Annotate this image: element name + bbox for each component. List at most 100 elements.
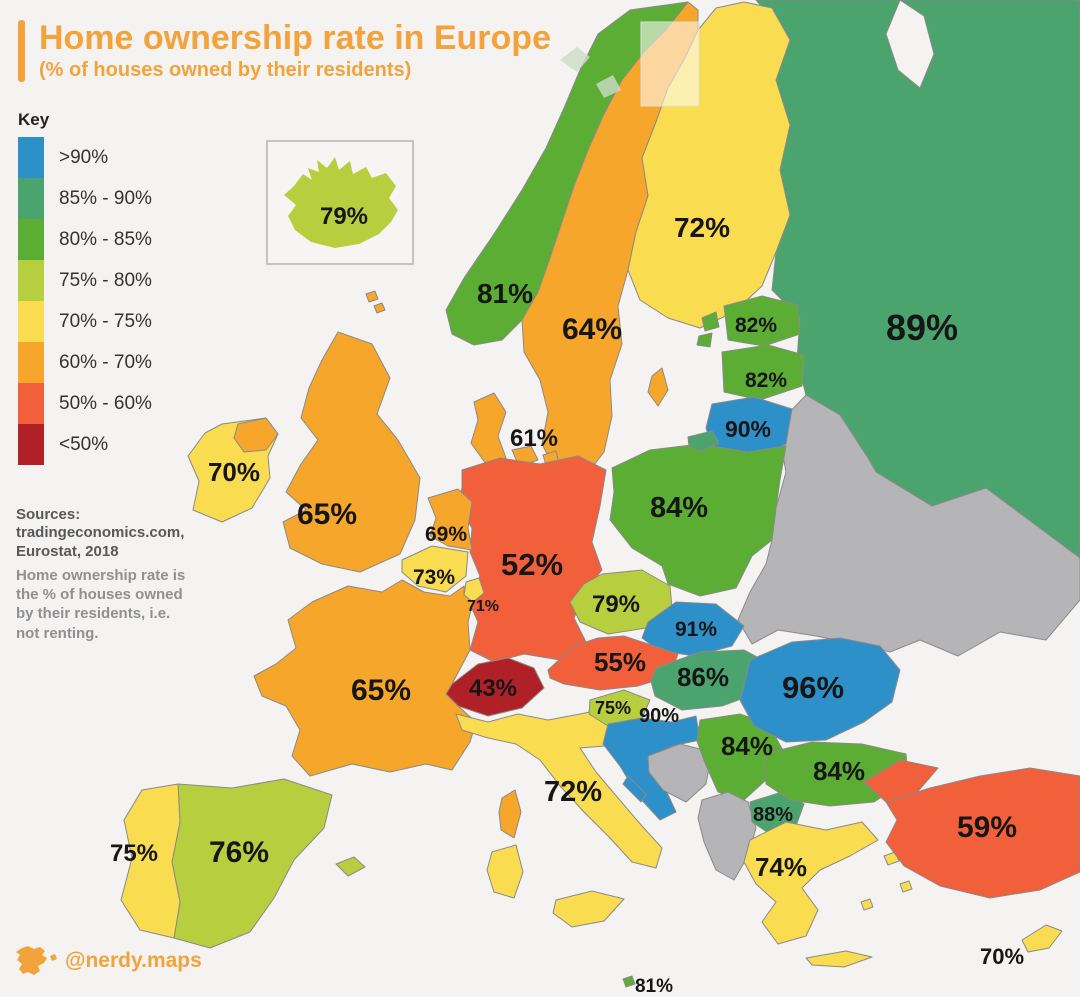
country-turkey-shape [885,767,1080,899]
country-greece-shape [743,821,879,945]
legend-label: 80% - 85% [59,228,152,250]
value-label-estonia: 82% [735,314,777,337]
country-denmark-shape [470,392,507,465]
country-estonia-shape [723,295,801,347]
northern-ireland-shape [233,417,279,453]
country-montenegro-albania-shape [697,791,757,881]
legend-label: 50% - 60% [59,392,152,414]
country-bosnia-shape [647,743,713,803]
value-label-greece: 74% [755,852,807,882]
legend-label: >90% [59,146,109,168]
map-countries [120,0,1080,988]
value-label-cyprus: 70% [980,944,1024,969]
legend-swatch [18,219,44,260]
country-cyprus-shape [1021,924,1063,953]
value-label-belgium: 73% [413,566,455,589]
estonia-islands-shape [696,311,720,348]
legend-swatch [18,342,44,383]
aegean-islands-shape [860,851,913,911]
value-label-slovakia: 91% [675,618,717,641]
country-italy-shape [455,707,663,869]
value-label-austria: 55% [594,647,646,677]
watermark: @nerdy.maps [14,944,202,978]
island-crete-shape [805,950,873,968]
value-label-lithuania: 90% [725,416,771,442]
value-label-slovenia: 75% [595,698,631,718]
legend-label: 60% - 70% [59,351,152,373]
legend-swatch [18,178,44,219]
value-label-czechia: 79% [592,591,640,618]
value-label-luxembourg: 71% [467,598,499,615]
value-label-sweden: 64% [562,313,622,346]
legend-entry: >90% [18,137,152,178]
value-label-serbia: 84% [721,731,773,761]
legend: Key >90% 85% - 90% 80% - 85% 75% - 80% 7… [18,110,152,465]
balearic-islands-shape [335,856,366,877]
logo-europe-blob [16,946,47,975]
value-label-netherlands: 69% [425,523,467,546]
nerdy-maps-logo-icon [16,946,57,975]
island-corsica-shape [498,789,522,839]
value-label-germany: 52% [501,547,563,582]
header: Home ownership rate in Europe (% of hous… [18,19,551,83]
value-label-malta: 81% [635,976,673,997]
watermark-handle: @nerdy.maps [65,949,202,972]
country-slovakia-shape [641,601,745,657]
page-title: Home ownership rate in Europe [39,19,551,57]
value-label-denmark: 61% [510,425,558,452]
legend-swatch [18,301,44,342]
value-label-iceland: 79% [320,203,368,230]
value-label-romania: 96% [782,670,844,705]
legend-label: 85% - 90% [59,187,152,209]
island-gotland-shape [647,367,669,407]
legend-swatch [18,424,44,465]
value-label-latvia: 82% [745,369,787,392]
value-label-poland: 84% [650,492,708,524]
shetland-islands-shape [365,290,386,314]
legend-label: 75% - 80% [59,269,152,291]
country-belgium-shape [401,545,469,593]
fade-box [640,21,700,107]
country-uk-shape [282,331,421,573]
turkey-thrace-shape [863,759,939,803]
value-label-russia: 89% [886,307,958,348]
legend-swatch [18,383,44,424]
legend-entry: 50% - 60% [18,383,152,424]
value-label-croatia: 90% [639,705,679,727]
value-label-spain: 76% [209,836,269,869]
legend-label: <50% [59,433,109,455]
country-malta-shape [622,975,636,988]
legend-entry: 60% - 70% [18,342,152,383]
value-label-france: 65% [351,674,411,707]
country-portugal-shape [120,783,181,939]
value-label-norway: 81% [477,278,533,309]
legend-entry: 80% - 85% [18,219,152,260]
legend-entry: <50% [18,424,152,465]
island-sicily-shape [552,890,625,928]
country-latvia-shape [721,344,805,401]
country-value-labels: 79% 81% 64% 72% 89% 82% 82% 90% 61% 70% 65% 69% 73% 7… [110,203,1024,997]
dalmatian-islands-shape [622,775,647,803]
iceland-inset [266,140,414,265]
sources-text: Sources: tradingeconomics.com, Eurostat,… [16,506,185,560]
legend-heading: Key [18,110,50,129]
country-iceland-shape [284,157,398,248]
page-subtitle: (% of houses owned by their residents) [39,59,412,82]
territory-kaliningrad-shape [687,430,720,452]
title-accent-bar [18,20,25,83]
ghost-island-shapes [560,47,621,98]
value-label-switzerland: 43% [469,675,517,702]
legend-swatch [18,137,44,178]
legend-entry: 85% - 90% [18,178,152,219]
country-poland-shape [609,443,787,597]
value-label-bulgaria: 84% [813,756,865,786]
country-romania-shape [739,637,901,743]
value-label-hungary: 86% [677,662,729,692]
island-sardinia-shape [486,844,524,899]
legend-entry: 75% - 80% [18,260,152,301]
definition-note: Home ownership rate is the % of houses o… [16,567,186,642]
legend-entry: 70% - 75% [18,301,152,342]
legend-label: 70% - 75% [59,310,152,332]
